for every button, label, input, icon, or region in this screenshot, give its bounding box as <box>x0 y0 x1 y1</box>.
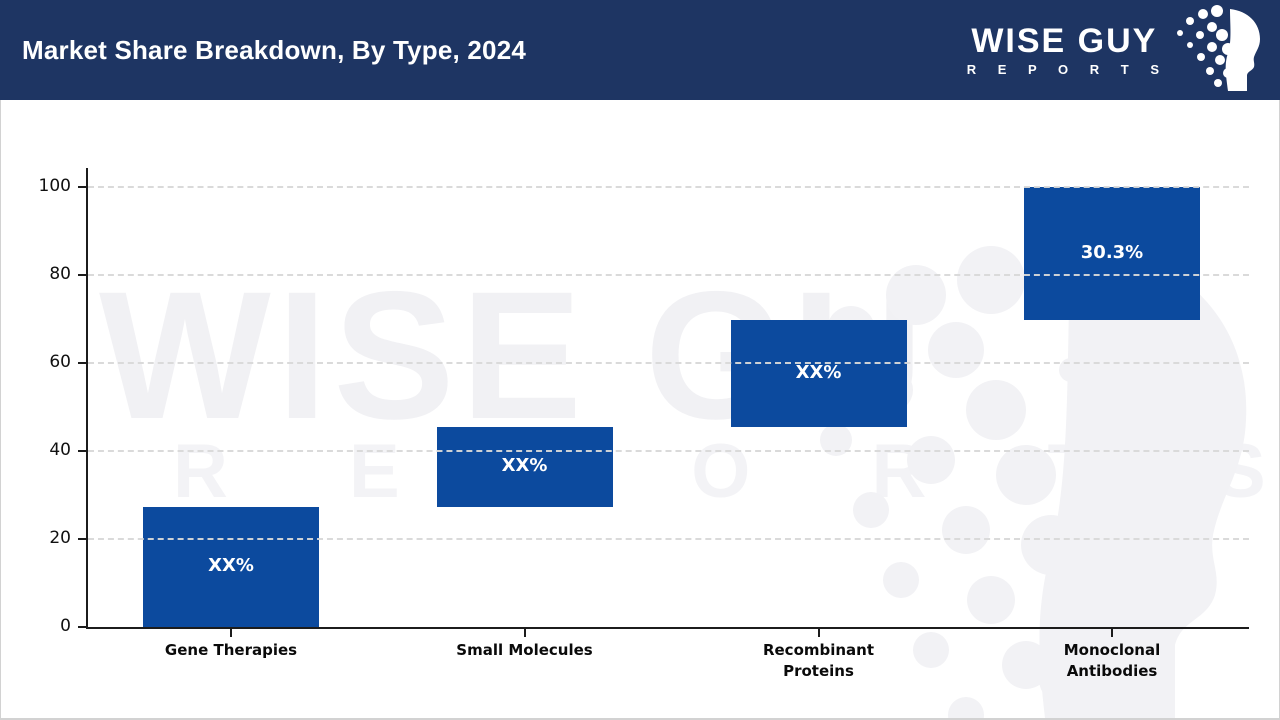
y-tick-mark <box>78 626 86 628</box>
y-axis-line <box>86 168 88 629</box>
y-tick-mark <box>78 274 86 276</box>
y-tick-label: 0 <box>60 616 71 636</box>
y-tick-mark <box>78 362 86 364</box>
gridline <box>88 362 1249 364</box>
bar-label: XX% <box>208 554 254 576</box>
y-tick-label: 60 <box>49 352 71 372</box>
x-tick-mark <box>523 629 526 637</box>
y-tick-mark <box>78 450 86 452</box>
chart-area: WISE GU R E P O R T S 0 20 40 60 80 100 XX% Gen… <box>0 100 1280 720</box>
gridline <box>88 450 1249 452</box>
brand-name: WISE GUY <box>971 21 1158 60</box>
x-tick-mark <box>230 629 232 637</box>
gridline <box>88 186 1249 188</box>
x-tick-mark <box>1111 629 1113 637</box>
brand-logo-text: WISE GUY R E P O R T S <box>961 24 1168 77</box>
category-label: Small Molecules <box>456 641 593 659</box>
y-tick-label: 80 <box>49 264 71 284</box>
category-label: Recombinant Proteins <box>762 641 875 680</box>
y-tick-label: 20 <box>49 528 71 548</box>
bar <box>436 426 613 507</box>
bar-label: 30.3% <box>1080 241 1144 263</box>
bar <box>143 506 319 627</box>
y-tick-label: 40 <box>49 440 71 460</box>
x-tick-mark <box>817 629 820 637</box>
bar-label: XX% <box>501 454 548 476</box>
y-tick-mark <box>78 538 86 540</box>
gridline <box>88 538 1249 540</box>
bar <box>1024 187 1200 321</box>
header-bar: Market Share Breakdown, By Type, 2024 WI… <box>0 0 1280 100</box>
gridline <box>88 274 1249 276</box>
page-title: Market Share Breakdown, By Type, 2024 <box>22 34 527 65</box>
bar <box>730 320 907 427</box>
x-axis-line <box>86 627 1249 629</box>
category-label: Gene Therapies <box>164 641 298 659</box>
bar-label: XX% <box>795 361 842 383</box>
brand-logo: WISE GUY R E P O R T S <box>961 5 1262 95</box>
wiseguy-face-icon <box>1170 5 1262 95</box>
category-label: Monoclonal Antibodies <box>1063 641 1161 680</box>
brand-subname: R E P O R T S <box>966 61 1168 77</box>
y-tick-mark <box>78 186 86 188</box>
y-tick-label: 100 <box>38 176 71 196</box>
